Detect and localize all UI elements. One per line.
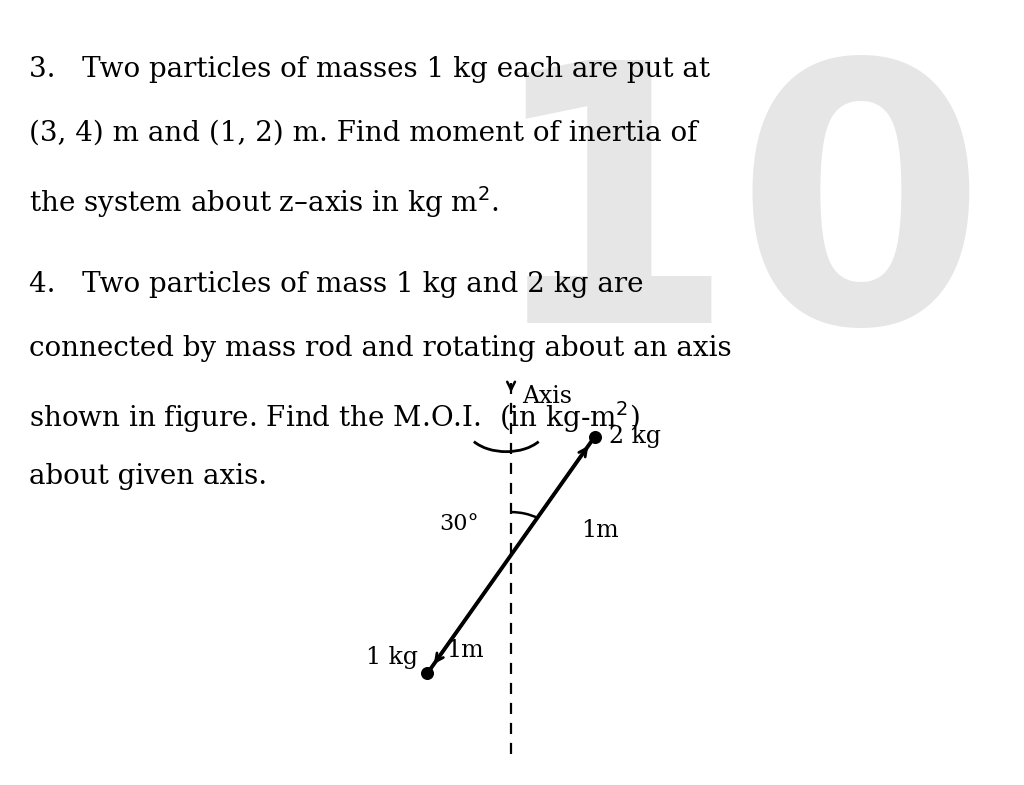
Point [419, 667, 435, 680]
Text: Axis: Axis [522, 385, 572, 408]
Text: shown in figure. Find the M.O.I.  (in kg-m$^2$): shown in figure. Find the M.O.I. (in kg-… [29, 399, 639, 435]
Point [587, 430, 603, 443]
Text: 10: 10 [484, 49, 987, 398]
Text: 1m: 1m [582, 520, 620, 542]
Text: 1 kg: 1 kg [366, 646, 418, 670]
Text: connected by mass rod and rotating about an axis: connected by mass rod and rotating about… [29, 335, 731, 362]
Text: 2 kg: 2 kg [609, 425, 660, 448]
Text: the system about z–axis in kg m$^2$.: the system about z–axis in kg m$^2$. [29, 184, 499, 220]
Text: 1m: 1m [446, 640, 484, 663]
Text: 3.   Two particles of masses 1 kg each are put at: 3. Two particles of masses 1 kg each are… [29, 56, 710, 83]
Text: about given axis.: about given axis. [29, 463, 267, 490]
Text: 30°: 30° [439, 513, 479, 535]
Text: (3, 4) m and (1, 2) m. Find moment of inertia of: (3, 4) m and (1, 2) m. Find moment of in… [29, 120, 697, 147]
Text: 4.   Two particles of mass 1 kg and 2 kg are: 4. Two particles of mass 1 kg and 2 kg a… [29, 271, 643, 298]
